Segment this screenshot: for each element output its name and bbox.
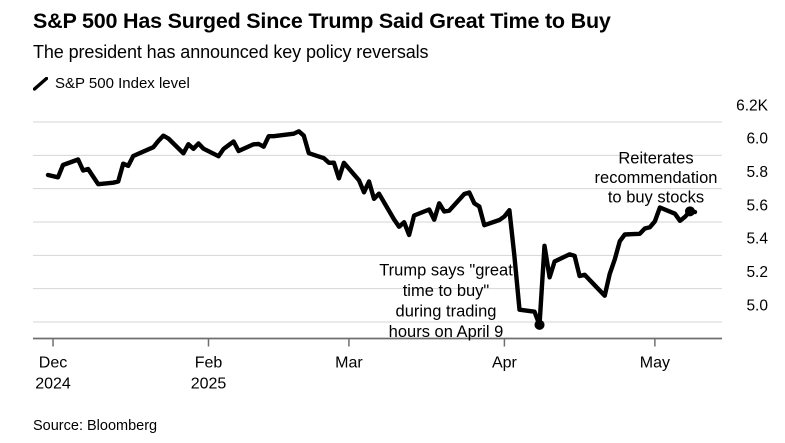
y-axis-label: 5.2 <box>746 264 768 281</box>
y-axis-label: 5.4 <box>746 231 768 248</box>
x-axis-label: Apr <box>492 355 518 372</box>
annotation-line: to buy stocks <box>608 189 704 207</box>
y-axis-label: 5.6 <box>746 197 768 214</box>
x-axis-label: May <box>640 355 670 372</box>
y-axis-label: 6.0 <box>746 131 768 148</box>
source-note: Source: Bloomberg <box>33 418 158 434</box>
x-axis-sublabel: 2024 <box>35 376 71 393</box>
annotation-line: recommendation <box>595 169 718 187</box>
chart-title: S&P 500 Has Surged Since Trump Said Grea… <box>33 9 611 33</box>
y-axis-label: 5.0 <box>746 297 768 314</box>
x-axis-label: Feb <box>195 355 223 372</box>
y-axis-label: 6.2K <box>736 97 769 114</box>
y-axis-label: 5.8 <box>746 164 768 181</box>
event-marker <box>534 319 545 330</box>
event-marker <box>684 206 695 217</box>
chart-subtitle: The president has announced key policy r… <box>33 42 429 62</box>
chart-legend: S&P 500 Index level <box>32 75 190 92</box>
annotation-line: during trading <box>396 303 497 321</box>
annotation-line: Trump says "great <box>379 262 513 280</box>
annotation-line: hours on April 9 <box>389 323 504 341</box>
annotation-line: time to buy" <box>403 282 490 300</box>
x-axis-label: Mar <box>335 355 363 372</box>
legend-label: S&P 500 Index level <box>55 75 190 92</box>
x-axis-sublabel: 2025 <box>191 376 227 393</box>
annotation-line: Reiterates <box>618 150 693 168</box>
line-series-icon <box>32 76 49 91</box>
sp500-line <box>45 129 698 327</box>
x-axis-label: Dec <box>39 355 67 372</box>
